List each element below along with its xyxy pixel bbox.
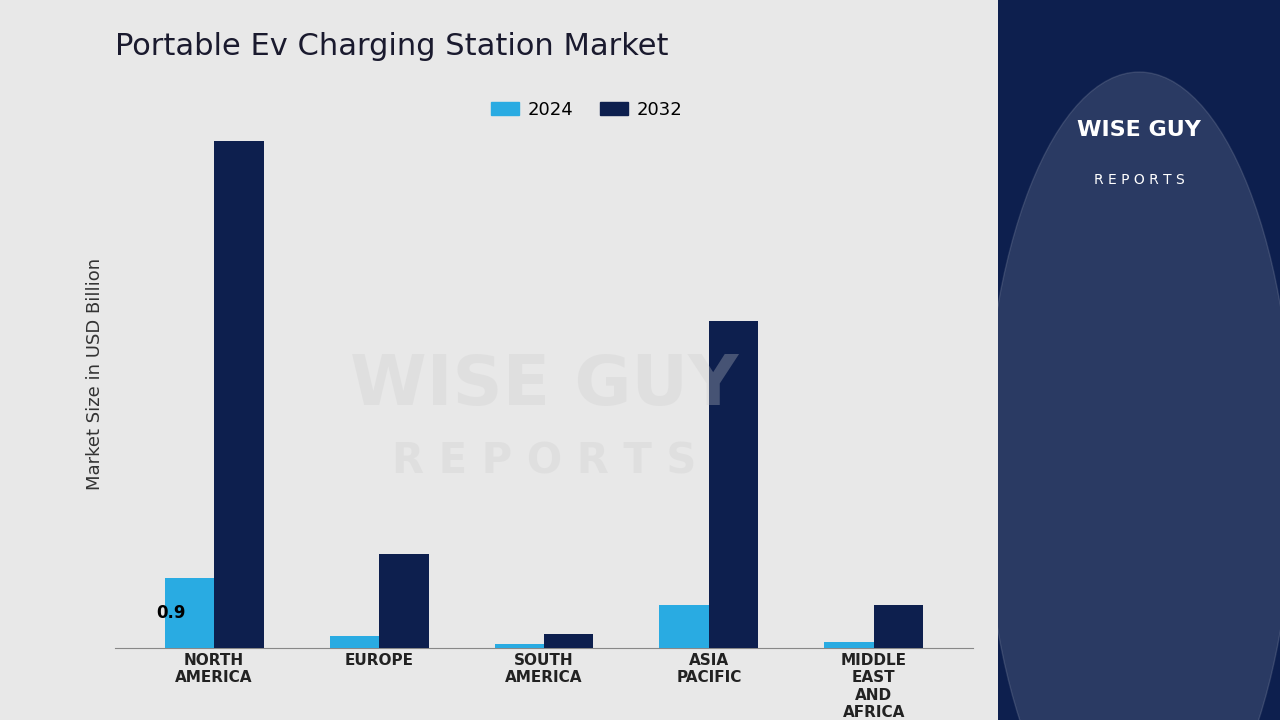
Bar: [544, 634, 594, 648]
Text: R E P O R T S: R E P O R T S: [1094, 173, 1184, 187]
Circle shape: [984, 72, 1280, 720]
Bar: [824, 642, 874, 648]
Text: WISE GUY: WISE GUY: [349, 352, 739, 419]
Bar: [165, 578, 214, 648]
Y-axis label: Market Size in USD Billion: Market Size in USD Billion: [86, 258, 104, 490]
Bar: [494, 644, 544, 648]
Bar: [379, 554, 429, 648]
Bar: [214, 141, 264, 648]
Text: 0.9: 0.9: [156, 604, 186, 622]
Bar: [874, 605, 923, 648]
Bar: [659, 605, 709, 648]
Bar: [330, 636, 379, 648]
Text: WISE GUY: WISE GUY: [1078, 120, 1201, 140]
Bar: [709, 320, 758, 648]
Text: R E P O R T S: R E P O R T S: [392, 441, 696, 483]
Legend: 2024, 2032: 2024, 2032: [484, 94, 690, 126]
Text: Portable Ev Charging Station Market: Portable Ev Charging Station Market: [115, 32, 668, 61]
